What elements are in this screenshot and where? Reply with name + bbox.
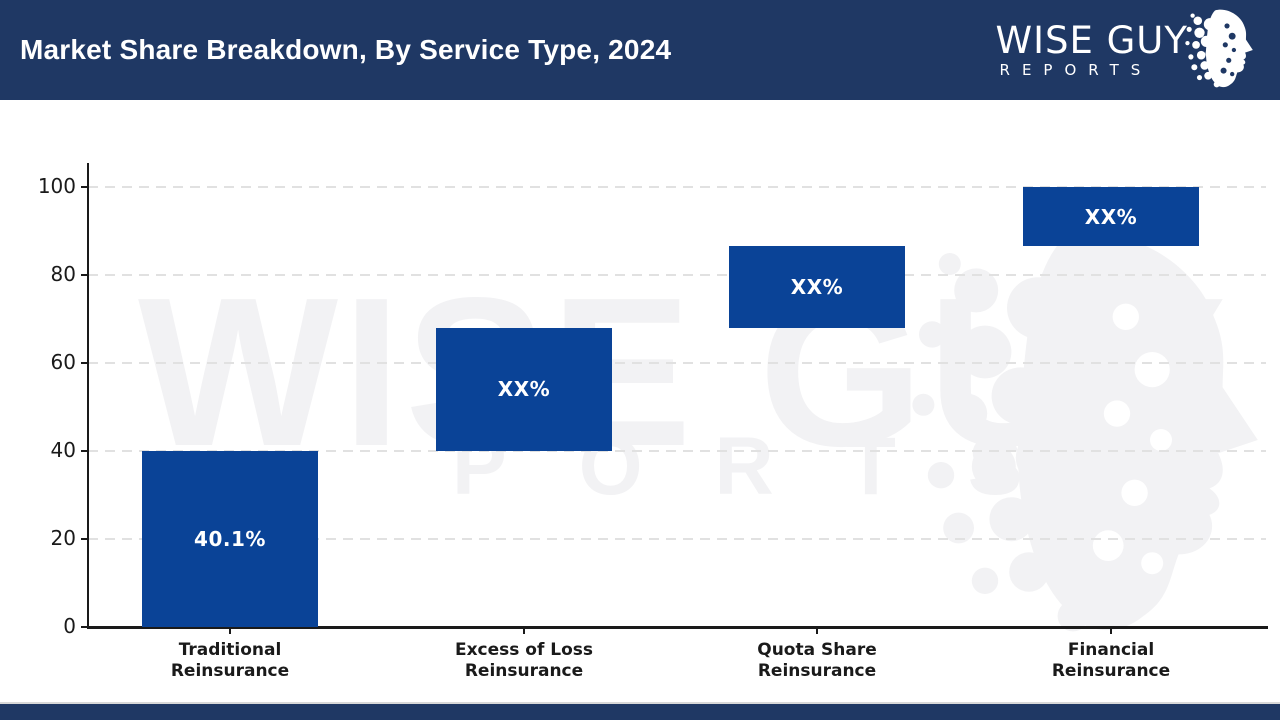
brand-face-icon <box>1185 9 1253 88</box>
category-label-line: Reinsurance <box>464 661 584 681</box>
category-label-line: Reinsurance <box>170 661 290 681</box>
y-tick-0 <box>81 626 88 628</box>
category-label-line: Traditional <box>178 640 282 660</box>
y-tick-40 <box>81 450 88 452</box>
bar-value-label: XX% <box>790 275 844 300</box>
brand-logo: WISE GUY REPORTS <box>996 7 1280 93</box>
x-tick-3 <box>816 627 818 634</box>
bar-value-label: XX% <box>1084 204 1138 229</box>
y-tick-20 <box>81 538 88 540</box>
x-tick-1 <box>229 627 231 634</box>
waterfall-bar-4: XX% <box>1023 187 1199 247</box>
footer-bar <box>0 702 1280 720</box>
brand-subname: REPORTS <box>999 60 1153 79</box>
bar-value-label: XX% <box>497 377 551 402</box>
category-label-line: Financial <box>1067 640 1155 660</box>
category-label-line: Reinsurance <box>1051 661 1171 681</box>
x-tick-2 <box>523 627 525 634</box>
brand-logo-text: WISE GUY REPORTS <box>995 18 1188 79</box>
y-tick-100 <box>81 186 88 188</box>
y-tick-label-80: 80 <box>50 262 76 286</box>
y-tick-label-60: 60 <box>50 350 76 374</box>
y-tick-label-40: 40 <box>50 438 76 462</box>
y-axis-line <box>87 163 89 629</box>
gridline-100 <box>88 186 1266 188</box>
category-label-4: Financial Reinsurance <box>991 640 1231 682</box>
watermark-face-icon <box>912 233 1258 632</box>
y-tick-80 <box>81 274 88 276</box>
bar-value-label: 40.1% <box>194 526 266 551</box>
x-axis-line <box>87 626 1268 629</box>
gridline-80 <box>88 274 1266 276</box>
category-label-3: Quota Share Reinsurance <box>697 640 937 682</box>
y-tick-60 <box>81 362 88 364</box>
y-tick-label-100: 100 <box>37 174 76 198</box>
page-title: Market Share Breakdown, By Service Type,… <box>20 34 672 65</box>
waterfall-bar-3: XX% <box>729 246 905 328</box>
gridline-40 <box>88 450 1266 452</box>
waterfall-bar-1: 40.1% <box>142 450 318 627</box>
y-tick-label-0: 0 <box>63 614 76 638</box>
brand-name: WISE GUY <box>995 18 1188 62</box>
gridline-60 <box>88 362 1266 364</box>
gridline-20 <box>88 538 1266 540</box>
category-label-line: Reinsurance <box>757 661 877 681</box>
waterfall-bar-2: XX% <box>436 327 612 451</box>
category-label-1: Traditional Reinsurance <box>110 640 350 682</box>
header-bar: Market Share Breakdown, By Service Type,… <box>0 0 1280 100</box>
y-tick-label-20: 20 <box>50 526 76 550</box>
category-label-line: Excess of Loss <box>454 640 594 660</box>
x-tick-4 <box>1110 627 1112 634</box>
category-label-line: Quota Share <box>757 640 877 660</box>
category-label-2: Excess of Loss Reinsurance <box>404 640 644 682</box>
